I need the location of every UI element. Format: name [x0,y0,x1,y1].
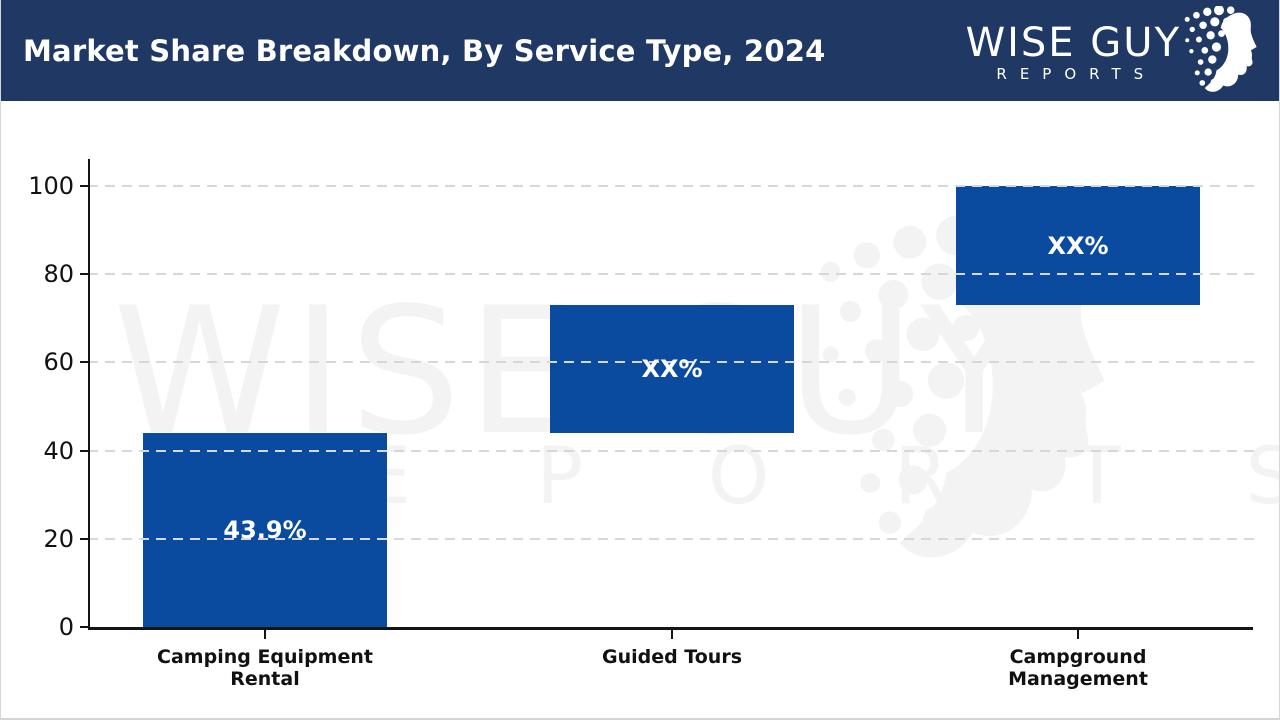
category-label-line: Campground [1009,646,1147,668]
gridline-80 [88,273,1261,276]
y-tick-label-40: 40 [43,436,74,465]
gridline-20 [88,537,1261,540]
bar-value-label-1: 43.9% [223,516,307,545]
logo-subtitle: REPORTS [996,64,1157,83]
x-tick-2 [671,630,673,639]
y-tick-label-0: 0 [58,613,74,641]
chart-area: WISE GUY R E P O R T S 43.9% XX% XX% 0 20 40 6… [1,101,1279,718]
y-tick-label-60: 60 [43,348,74,377]
header-bar: Market Share Breakdown, By Service Type,… [1,0,1279,101]
category-label-2: Guided Tours [512,646,832,668]
logo-text: WISE GUY REPORTS [966,22,1181,83]
y-tick-60 [80,361,88,364]
y-tick-100 [80,185,88,187]
y-tick-label-80: 80 [43,260,74,289]
y-tick-label-100: 100 [28,172,74,200]
y-tick-0 [80,626,88,628]
category-label-line: Rental [230,668,300,690]
x-axis-line [88,627,1253,630]
gridline-40 [88,449,1261,452]
gridline-60 [88,361,1261,364]
y-tick-label-20: 20 [43,524,74,553]
x-tick-3 [1077,630,1079,639]
bar-1 [143,433,387,627]
category-label-line: Camping Equipment [157,646,373,668]
logo-wordmark: WISE GUY [965,19,1181,66]
category-label-1: Camping Equipment Rental [105,646,425,690]
y-tick-40 [80,449,88,452]
y-tick-80 [80,273,88,276]
x-tick-1 [264,630,266,639]
bar-2 [550,305,794,434]
category-label-line: Guided Tours [601,646,743,668]
wiseguy-logo: WISE GUY REPORTS [966,6,1267,98]
chart-title: Market Share Breakdown, By Service Type,… [23,33,826,68]
y-tick-20 [80,537,88,540]
category-label-line: Management [1008,668,1148,690]
y-axis-line [88,159,90,630]
gridline-100 [88,185,1261,187]
logo-face-icon [1184,6,1257,92]
bar-value-label-2: XX% [641,355,703,384]
category-label-3: Campground Management [918,646,1238,690]
bar-value-label-3: XX% [1047,231,1109,260]
